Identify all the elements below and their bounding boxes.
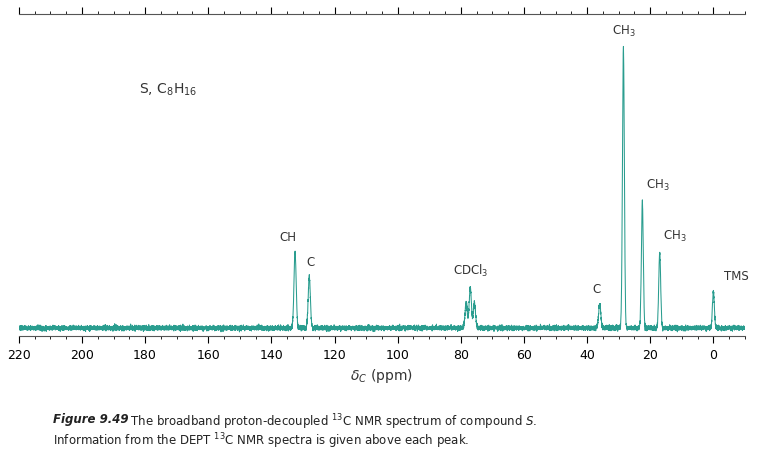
Text: The broadband proton-decoupled $^{13}$C NMR spectrum of compound $S$.: The broadband proton-decoupled $^{13}$C … <box>123 413 537 432</box>
Text: Information from the DEPT $^{13}$C NMR spectra is given above each peak.: Information from the DEPT $^{13}$C NMR s… <box>53 432 470 451</box>
Text: Figure 9.49: Figure 9.49 <box>53 413 128 426</box>
Text: CDCl$_3$: CDCl$_3$ <box>453 263 488 279</box>
Text: C: C <box>593 283 600 296</box>
Text: TMS: TMS <box>724 270 749 283</box>
Text: CH$_3$: CH$_3$ <box>645 178 670 193</box>
Text: CH$_3$: CH$_3$ <box>663 229 686 244</box>
X-axis label: $\delta_C$ (ppm): $\delta_C$ (ppm) <box>350 368 413 386</box>
Text: CH$_3$: CH$_3$ <box>612 24 635 39</box>
Text: CH: CH <box>280 231 296 244</box>
Text: C: C <box>306 256 315 269</box>
Text: S, C$_8$H$_{16}$: S, C$_8$H$_{16}$ <box>139 81 197 97</box>
